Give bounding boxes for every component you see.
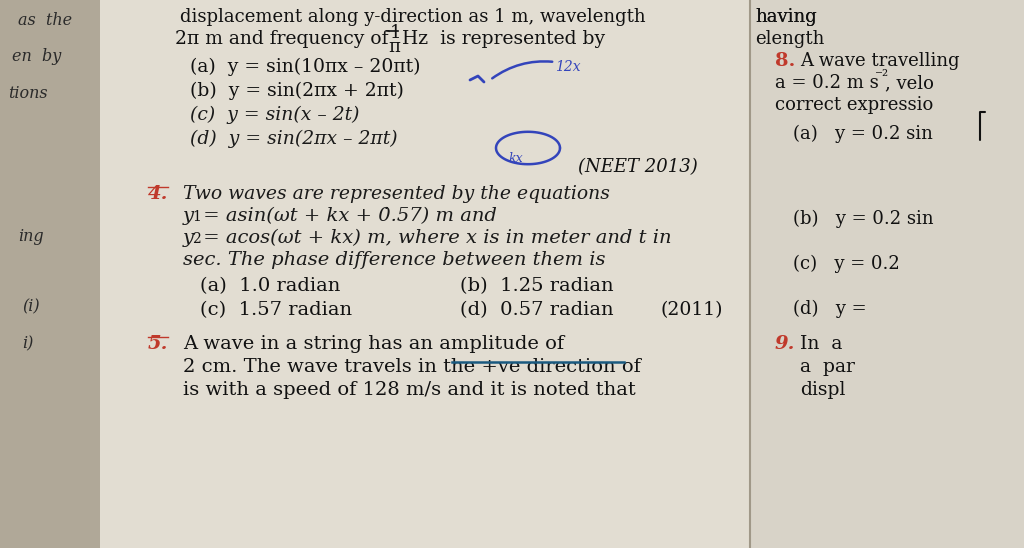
Text: as  the: as the bbox=[18, 12, 72, 29]
Text: 8.: 8. bbox=[775, 52, 796, 70]
Text: y: y bbox=[183, 207, 194, 225]
Text: (d)  y = sin(2πx – 2πt): (d) y = sin(2πx – 2πt) bbox=[190, 130, 397, 149]
Text: kx: kx bbox=[508, 152, 522, 165]
Text: 1: 1 bbox=[390, 24, 401, 42]
Text: (d)   y =: (d) y = bbox=[793, 300, 866, 318]
Text: , velo: , velo bbox=[885, 74, 934, 92]
Text: 2 cm. The wave travels in the +ve direction of: 2 cm. The wave travels in the +ve direct… bbox=[183, 358, 641, 376]
Text: (b)  1.25 radian: (b) 1.25 radian bbox=[460, 277, 613, 295]
Text: (a)   y = 0.2 sin: (a) y = 0.2 sin bbox=[793, 125, 933, 143]
Text: 12x: 12x bbox=[555, 60, 581, 74]
Text: a = 0.2 m s: a = 0.2 m s bbox=[775, 74, 879, 92]
Text: ing: ing bbox=[18, 228, 44, 245]
Text: (2011): (2011) bbox=[660, 301, 723, 319]
Text: (c)  1.57 radian: (c) 1.57 radian bbox=[200, 301, 352, 319]
Text: a  par: a par bbox=[800, 358, 855, 376]
Text: correct expressio: correct expressio bbox=[775, 96, 933, 114]
Text: displ: displ bbox=[800, 381, 846, 399]
Polygon shape bbox=[750, 0, 1024, 548]
Text: (NEET 2013): (NEET 2013) bbox=[578, 158, 697, 176]
Text: having: having bbox=[755, 8, 817, 26]
Text: y: y bbox=[183, 229, 194, 247]
Text: 1: 1 bbox=[193, 210, 201, 224]
Text: A wave in a string has an amplitude of: A wave in a string has an amplitude of bbox=[183, 335, 564, 353]
Text: 9.: 9. bbox=[775, 335, 796, 353]
Text: 2: 2 bbox=[193, 232, 201, 246]
Text: (a)  y = sin(10πx – 20πt): (a) y = sin(10πx – 20πt) bbox=[190, 58, 421, 76]
Text: (i): (i) bbox=[22, 298, 40, 315]
Text: tions: tions bbox=[8, 85, 48, 102]
Text: = asin(ωt + kx + 0̇.57) m and: = asin(ωt + kx + 0̇.57) m and bbox=[197, 207, 497, 225]
Text: Two waves are represented by the equations: Two waves are represented by the equatio… bbox=[183, 185, 610, 203]
Text: 2π m and frequency of: 2π m and frequency of bbox=[175, 30, 388, 48]
Text: 4.: 4. bbox=[148, 185, 168, 203]
Text: having: having bbox=[755, 8, 817, 26]
Text: (a)  1.0 radian: (a) 1.0 radian bbox=[200, 277, 340, 295]
Text: (d)  0.57 radian: (d) 0.57 radian bbox=[460, 301, 613, 319]
Text: elength: elength bbox=[755, 30, 824, 48]
Text: In  a: In a bbox=[800, 335, 843, 353]
Text: en  by: en by bbox=[12, 48, 61, 65]
Text: Hz  is represented by: Hz is represented by bbox=[402, 30, 605, 48]
Text: (b)   y = 0.2 sin: (b) y = 0.2 sin bbox=[793, 210, 934, 229]
Text: A wave travelling: A wave travelling bbox=[800, 52, 959, 70]
Text: is with a speed of 128 m/s and it is noted that: is with a speed of 128 m/s and it is not… bbox=[183, 381, 636, 399]
Text: displacement along y-direction as 1 m, wavelength: displacement along y-direction as 1 m, w… bbox=[180, 8, 645, 26]
Text: π: π bbox=[388, 38, 400, 56]
Text: i): i) bbox=[22, 335, 34, 352]
Polygon shape bbox=[100, 0, 750, 548]
Polygon shape bbox=[0, 0, 120, 548]
Text: ⁻²: ⁻² bbox=[874, 70, 889, 84]
Text: (b)  y = sin(2πx + 2πt): (b) y = sin(2πx + 2πt) bbox=[190, 82, 403, 100]
Text: (c)   y = 0.2: (c) y = 0.2 bbox=[793, 255, 900, 273]
Text: sec. The phase difference between them is: sec. The phase difference between them i… bbox=[183, 251, 605, 269]
Text: = acos(ωt + kx) m, where x is in meter and t in: = acos(ωt + kx) m, where x is in meter a… bbox=[197, 229, 672, 247]
Text: 5.: 5. bbox=[148, 335, 168, 353]
Text: (c)  y = sin(x – 2t): (c) y = sin(x – 2t) bbox=[190, 106, 359, 124]
